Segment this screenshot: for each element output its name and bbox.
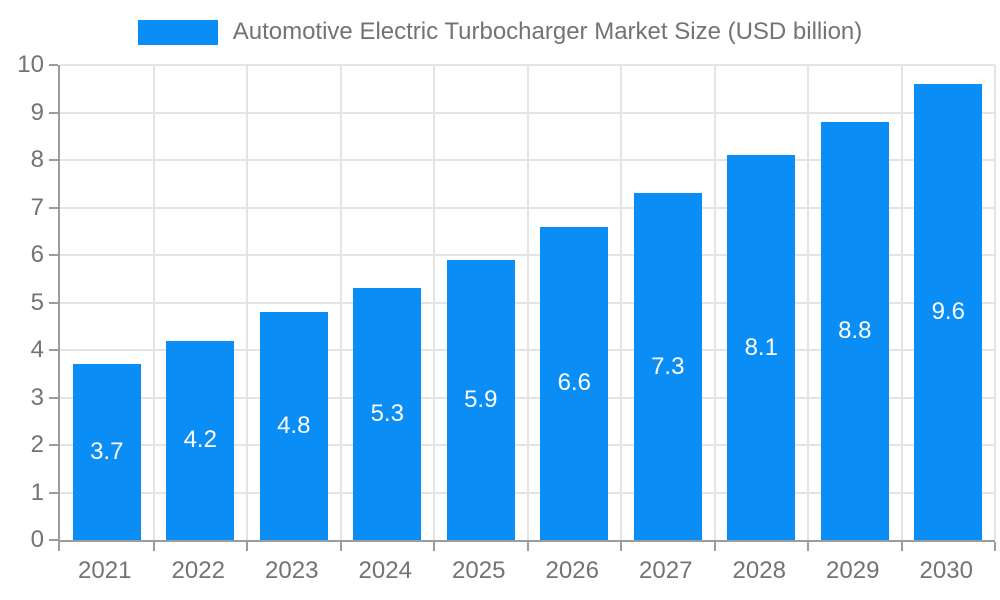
v-gridline [433, 65, 435, 540]
y-axis-tick [49, 254, 58, 256]
x-axis-tick [994, 542, 996, 551]
bar-value-label: 4.8 [277, 412, 311, 439]
bar-value-label: 8.1 [744, 333, 778, 361]
y-axis-tick [49, 444, 58, 446]
legend-swatch [137, 19, 218, 45]
x-axis-label-2029: 2029 [826, 557, 880, 584]
v-gridline [526, 65, 529, 540]
x-axis-tick [339, 542, 342, 551]
x-axis-tick [433, 542, 435, 551]
x-axis-label-2021: 2021 [78, 557, 132, 584]
v-gridline [994, 65, 996, 540]
v-gridline [152, 65, 155, 540]
y-axis-tick [49, 111, 58, 114]
y-axis-tick [49, 491, 58, 494]
y-axis-tick [49, 396, 58, 399]
x-axis-tick [620, 542, 622, 551]
x-axis-tick [58, 542, 60, 551]
bar-2022: 4.2 [166, 340, 235, 540]
bar-value-label: 3.7 [90, 438, 124, 466]
x-axis-label-2028: 2028 [732, 557, 786, 584]
y-axis-tick [49, 159, 58, 161]
y-axis-label: 10 [17, 51, 44, 78]
bar-2030: 9.6 [914, 84, 983, 540]
bar-2023: 4.8 [259, 312, 328, 540]
x-axis-tick [900, 542, 903, 551]
bar-value-label: 9.6 [931, 298, 965, 325]
bar-2026: 6.6 [540, 226, 609, 540]
y-axis-tick [49, 64, 58, 66]
y-axis-tick [49, 206, 58, 209]
v-gridline [339, 65, 342, 540]
y-axis-label: 9 [30, 98, 44, 126]
y-axis-tick [49, 539, 58, 541]
bar-2024: 5.3 [353, 288, 422, 540]
bar-2028: 8.1 [727, 155, 796, 540]
y-axis-label: 7 [30, 193, 44, 221]
y-axis-tick [49, 349, 58, 351]
x-axis-label-2026: 2026 [545, 557, 599, 584]
bar-value-label: 8.8 [838, 317, 872, 344]
x-axis-label-2023: 2023 [265, 557, 319, 584]
v-gridline [807, 65, 809, 540]
y-axis-label: 3 [30, 383, 44, 411]
x-axis-tick [807, 542, 809, 551]
bar-value-label: 5.3 [370, 400, 404, 428]
bar-value-label: 6.6 [557, 369, 591, 397]
bar-2025: 5.9 [446, 259, 515, 540]
x-axis-label-2025: 2025 [452, 557, 506, 584]
x-axis-label-2024: 2024 [358, 557, 412, 584]
y-axis-label: 5 [30, 288, 44, 316]
y-axis-label: 8 [30, 146, 44, 173]
y-axis-label: 2 [30, 431, 44, 458]
v-gridline [713, 65, 716, 540]
y-axis-label: 6 [30, 241, 44, 268]
x-axis-tick [526, 542, 529, 551]
v-gridline [620, 65, 622, 540]
x-axis-tick [152, 542, 155, 551]
bar-2029: 8.8 [820, 122, 889, 540]
x-axis-label-2022: 2022 [171, 557, 225, 584]
chart-legend: Automotive Electric Turbocharger Market … [0, 18, 1000, 46]
v-gridline [900, 65, 903, 540]
x-axis-label-2030: 2030 [919, 557, 973, 584]
plot-area: 3.7 4.2 4.8 5.3 5.9 6.6 7.3 8.1 8.8 9.6 [49, 64, 996, 551]
x-axis-tick [246, 542, 248, 551]
y-axis-tick [49, 301, 58, 304]
v-gridline [246, 65, 248, 540]
y-axis-label: 1 [30, 478, 44, 506]
bar-value-label: 7.3 [651, 352, 685, 380]
bar-2021: 3.7 [72, 364, 141, 540]
bar-2027: 7.3 [633, 193, 702, 540]
bar-value-label: 4.2 [183, 426, 217, 454]
x-axis-label-2027: 2027 [639, 557, 693, 584]
y-axis-label: 4 [30, 336, 44, 363]
x-axis-tick [713, 542, 716, 551]
y-axis-label: 0 [30, 526, 44, 553]
legend-label: Automotive Electric Turbocharger Market … [232, 18, 863, 45]
bar-value-label: 5.9 [464, 385, 498, 413]
